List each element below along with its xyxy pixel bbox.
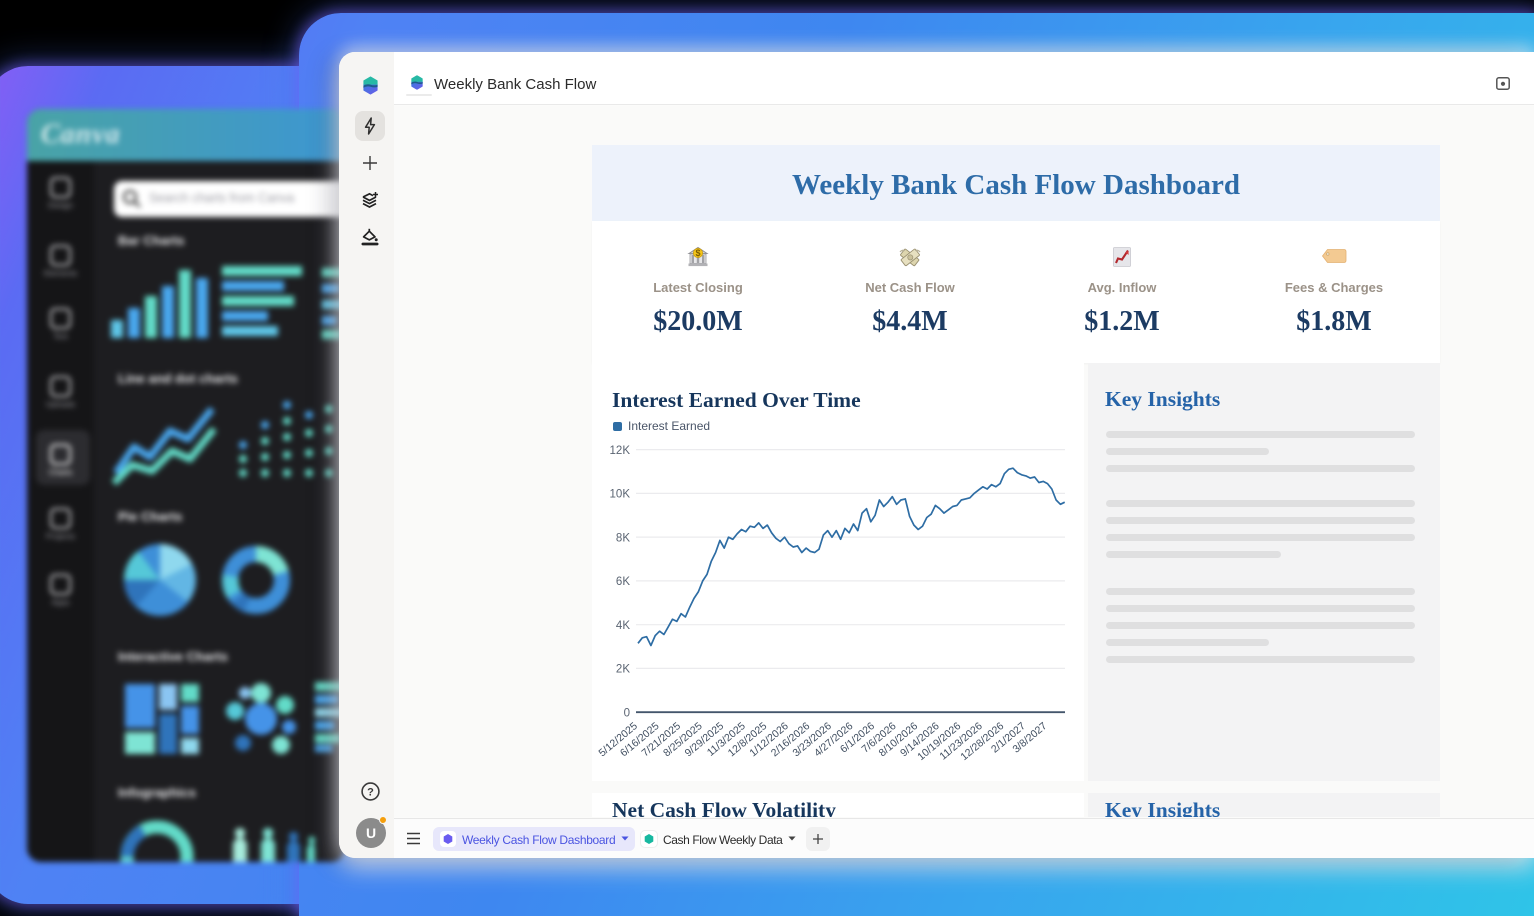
svg-text:4K: 4K — [616, 620, 630, 632]
svg-text:8K: 8K — [616, 532, 630, 544]
svg-text:2K: 2K — [616, 664, 630, 676]
svg-text:0: 0 — [624, 707, 630, 719]
svg-text:6K: 6K — [616, 576, 630, 588]
svg-text:?: ? — [367, 786, 374, 798]
svg-text:12K: 12K — [610, 445, 631, 457]
svg-text:$: $ — [695, 248, 700, 258]
svg-text:10K: 10K — [610, 489, 631, 501]
